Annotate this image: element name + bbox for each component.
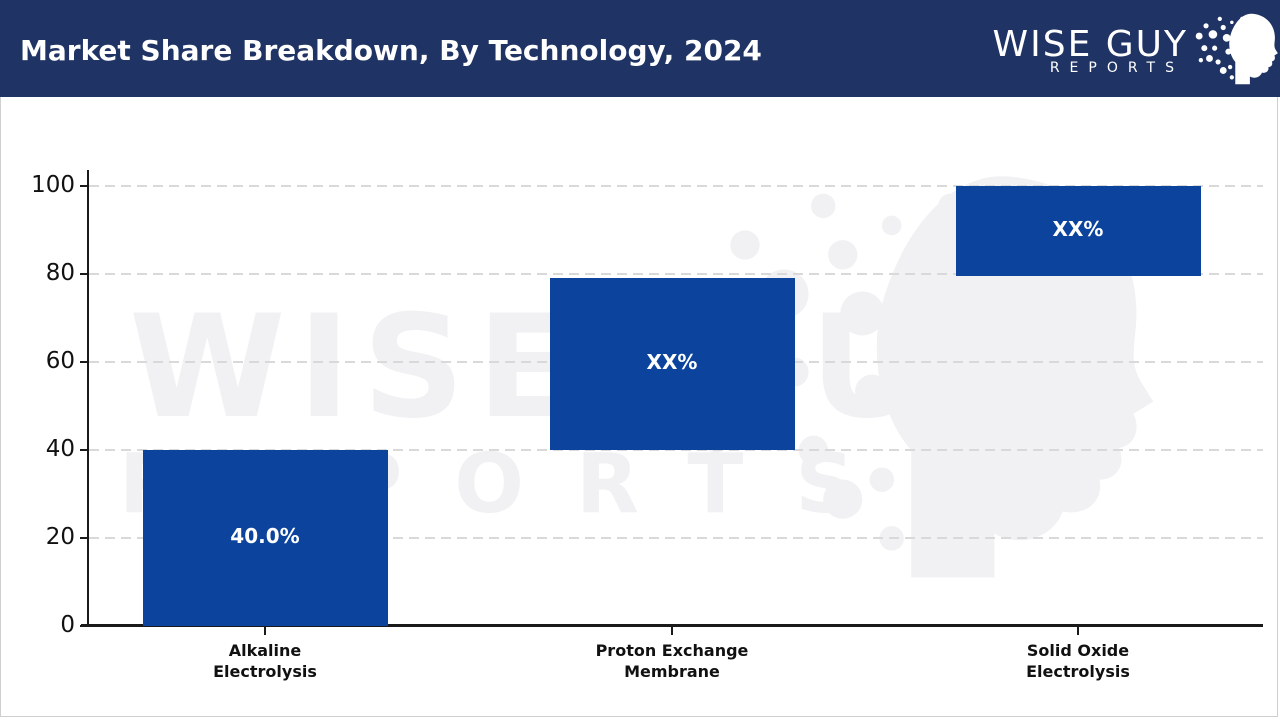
category-line2: Membrane: [624, 662, 720, 681]
gridline-80: [89, 273, 1263, 275]
category-line2: Electrolysis: [1026, 662, 1130, 681]
page-title: Market Share Breakdown, By Technology, 2…: [20, 34, 762, 67]
y-tick-mark: [80, 361, 89, 363]
y-tick-mark: [80, 273, 89, 275]
y-tick-label: 80: [45, 260, 75, 286]
bar-segment: 40.0%: [142, 450, 388, 626]
category-line1: Solid Oxide: [1026, 641, 1130, 660]
gridline-100: [89, 185, 1263, 187]
y-tick-label: 40: [45, 436, 75, 462]
category-line1: Alkaline: [228, 641, 302, 660]
gridline-40: [89, 449, 1263, 451]
y-tick-mark: [80, 625, 89, 627]
y-tick-mark: [80, 537, 89, 539]
bar-segment: XX%: [549, 278, 795, 450]
bar-value-label: XX%: [646, 350, 698, 375]
x-tick-mark: [1077, 627, 1079, 635]
x-tick-mark: [264, 627, 266, 635]
y-tick-label: 20: [45, 524, 75, 550]
category-label: Proton Exchange Membrane: [512, 640, 832, 682]
y-tick-mark: [80, 449, 89, 451]
wiseguy-head-icon: [1195, 13, 1278, 85]
y-tick-label: 0: [60, 612, 75, 638]
bar-value-label: XX%: [1052, 217, 1104, 242]
logo-wise-guy-text: WISE GUY: [992, 24, 1188, 65]
y-tick-label: 60: [45, 348, 75, 374]
category-line1: Proton Exchange: [595, 641, 749, 660]
y-tick-label: 100: [31, 172, 75, 198]
category-line2: Electrolysis: [213, 662, 317, 681]
logo-reports-text: REPORTS: [1049, 60, 1184, 76]
wiseguy-logo: WISE GUY REPORTS: [980, 0, 1280, 97]
category-label: Solid Oxide Electrolysis: [918, 640, 1238, 682]
y-tick-mark: [80, 185, 89, 187]
x-tick-mark: [671, 627, 673, 635]
bar-segment: XX%: [955, 186, 1201, 277]
gridline-20: [89, 537, 1263, 539]
bar-value-label: 40.0%: [230, 524, 300, 548]
plot-area: 40.0% Alkaline Electrolysis XX% Proton Excha…: [80, 170, 1263, 681]
x-axis-line: [81, 624, 1263, 627]
header-bar: Market Share Breakdown, By Technology, 2…: [0, 0, 1280, 97]
chart-area: WISE GUY REPORTS 40.0% Alkaline Electrolys…: [0, 97, 1278, 717]
category-label: Alkaline Electrolysis: [105, 640, 425, 682]
y-axis-line: [87, 170, 89, 626]
